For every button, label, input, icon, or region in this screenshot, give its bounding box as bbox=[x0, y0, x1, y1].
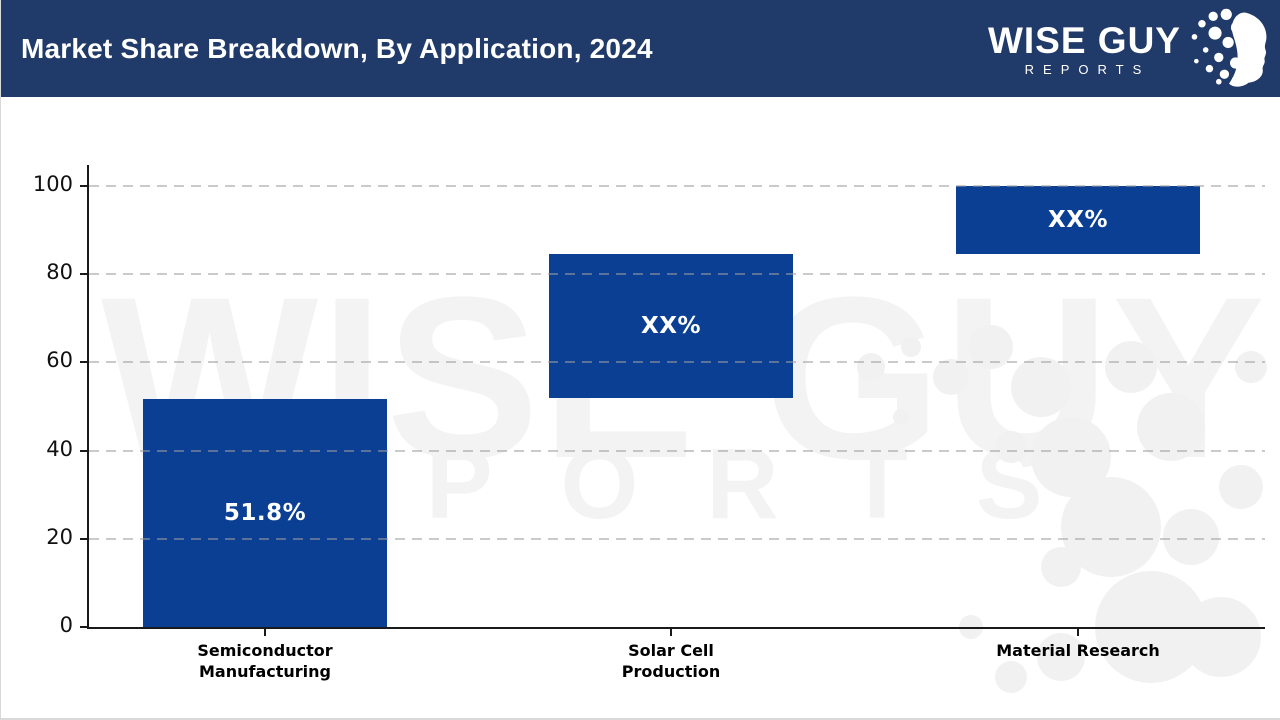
bar-segment: XX% bbox=[549, 253, 793, 399]
x-tick-label: Material Research bbox=[996, 641, 1160, 660]
x-tick bbox=[264, 629, 266, 636]
y-tick bbox=[80, 449, 89, 452]
logo-name: WISE GUY bbox=[987, 19, 1181, 61]
wise-guy-reports-logo: WISE GUY REPORTS bbox=[988, 0, 1273, 97]
y-tick-label: 100 bbox=[32, 172, 73, 196]
x-tick-label: Solar Cell Production bbox=[621, 641, 721, 681]
x-tick bbox=[670, 629, 672, 636]
y-tick-label: 80 bbox=[46, 260, 73, 285]
gridline bbox=[89, 449, 1265, 452]
bar-segment: 51.8% bbox=[143, 398, 387, 627]
gridline bbox=[89, 537, 1265, 540]
y-tick bbox=[80, 185, 89, 187]
gridline bbox=[89, 185, 1265, 187]
y-tick-label: 60 bbox=[46, 348, 73, 373]
bar-segment: XX% bbox=[956, 186, 1200, 254]
logo-subname: REPORTS bbox=[1024, 61, 1151, 77]
x-axis-spine bbox=[87, 627, 1265, 629]
bar-value-label: 51.8% bbox=[223, 499, 307, 526]
bar-value-label: XX% bbox=[640, 313, 701, 340]
y-tick bbox=[80, 626, 89, 628]
logo-text: WISE GUY REPORTS bbox=[988, 22, 1181, 76]
y-tick-label: 40 bbox=[46, 436, 73, 461]
x-tick-label: Semiconductor Manufacturing bbox=[197, 641, 333, 681]
y-tick-label: 0 bbox=[59, 613, 73, 637]
y-tick bbox=[80, 273, 89, 276]
y-tick-label: 20 bbox=[46, 524, 73, 549]
bar-value-label: XX% bbox=[1047, 206, 1108, 233]
logo-head-icon bbox=[1191, 8, 1267, 87]
chart-title: Market Share Breakdown, By Application, … bbox=[21, 32, 653, 64]
y-axis-spine bbox=[87, 165, 89, 629]
gridline bbox=[89, 361, 1265, 364]
header-bar: Market Share Breakdown, By Application, … bbox=[1, 0, 1280, 97]
gridline bbox=[89, 273, 1265, 276]
x-tick bbox=[1077, 629, 1079, 636]
watermark-face-dots bbox=[857, 325, 1267, 693]
y-tick bbox=[80, 361, 89, 364]
y-tick bbox=[80, 537, 89, 540]
